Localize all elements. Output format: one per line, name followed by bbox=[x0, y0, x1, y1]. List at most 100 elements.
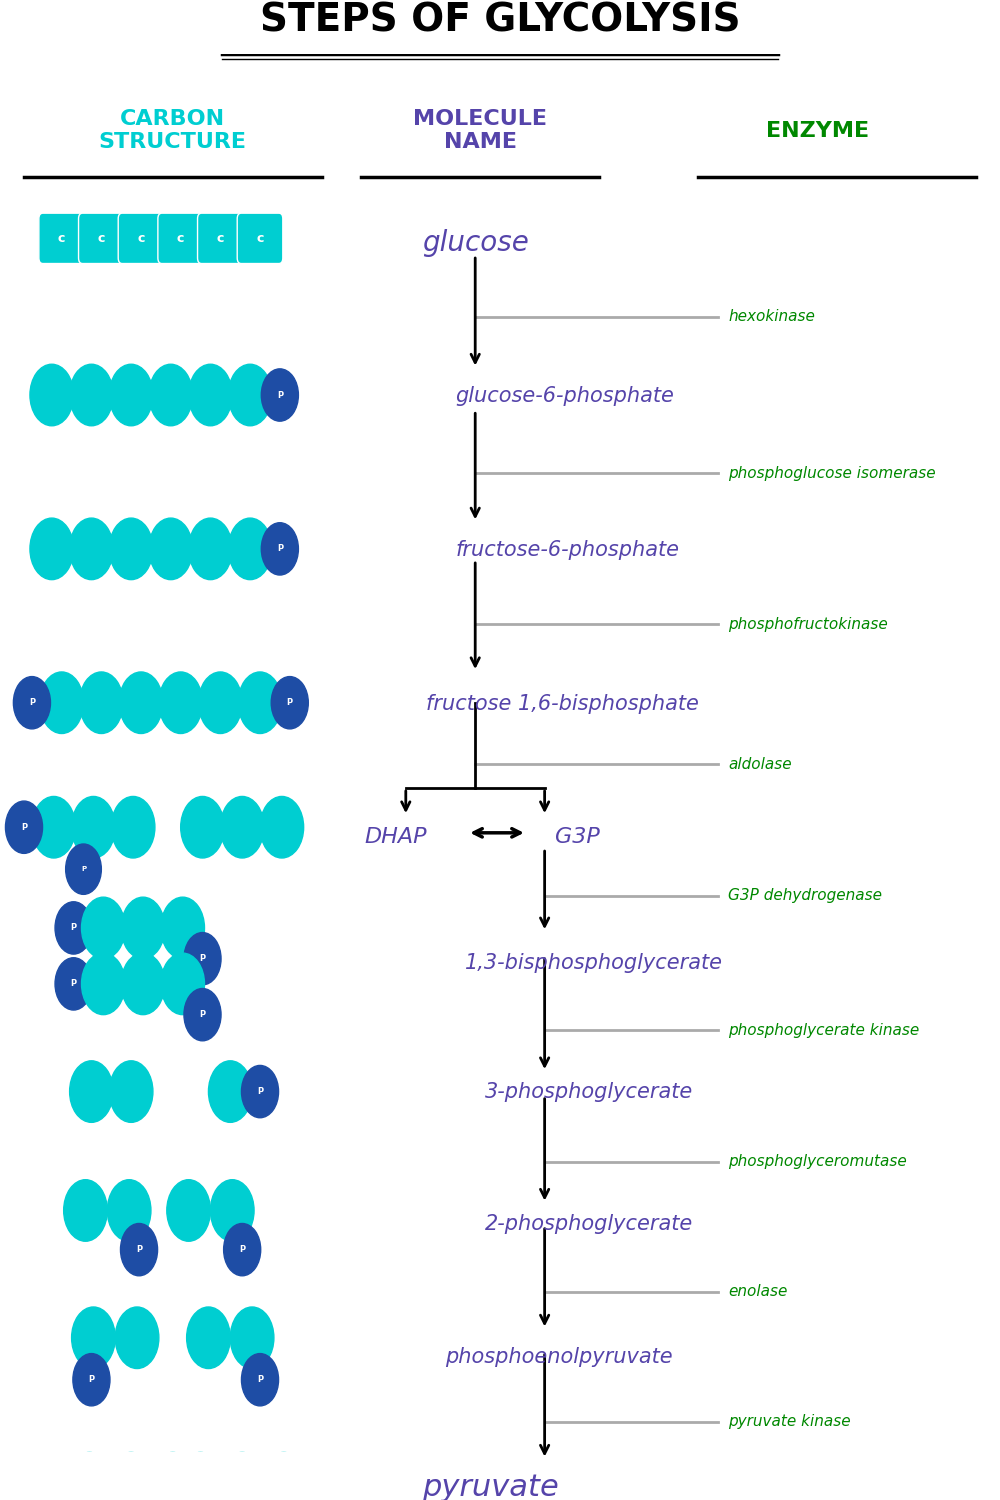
Circle shape bbox=[149, 518, 193, 579]
Text: glucose-6-phosphate: glucose-6-phosphate bbox=[455, 387, 674, 406]
Text: hexokinase: hexokinase bbox=[728, 309, 815, 324]
Circle shape bbox=[179, 1452, 222, 1500]
Text: MOLECULE
NAME: MOLECULE NAME bbox=[413, 110, 547, 152]
Text: P: P bbox=[29, 698, 35, 706]
FancyBboxPatch shape bbox=[79, 213, 124, 264]
Circle shape bbox=[32, 796, 76, 858]
Circle shape bbox=[184, 988, 221, 1041]
Circle shape bbox=[82, 897, 125, 958]
Circle shape bbox=[5, 801, 43, 853]
FancyBboxPatch shape bbox=[39, 213, 84, 264]
Text: P: P bbox=[257, 1088, 263, 1096]
FancyBboxPatch shape bbox=[237, 213, 283, 264]
Circle shape bbox=[159, 672, 202, 734]
Circle shape bbox=[187, 1306, 230, 1368]
Text: fructose 1,6-bisphosphate: fructose 1,6-bisphosphate bbox=[426, 694, 698, 714]
Text: phosphoglycerate kinase: phosphoglycerate kinase bbox=[728, 1023, 919, 1038]
FancyBboxPatch shape bbox=[118, 213, 164, 264]
Circle shape bbox=[30, 518, 74, 579]
Text: c: c bbox=[256, 232, 264, 244]
Text: DHAP: DHAP bbox=[365, 827, 427, 848]
Circle shape bbox=[55, 957, 92, 1010]
Circle shape bbox=[167, 1179, 210, 1240]
Text: P: P bbox=[81, 865, 86, 871]
Circle shape bbox=[73, 1353, 110, 1406]
Text: 3-phosphoglycerate: 3-phosphoglycerate bbox=[485, 1082, 693, 1101]
Circle shape bbox=[66, 844, 101, 894]
Text: pyruvate kinase: pyruvate kinase bbox=[728, 1414, 851, 1430]
Circle shape bbox=[260, 796, 304, 858]
Circle shape bbox=[241, 1353, 279, 1406]
Circle shape bbox=[189, 364, 232, 426]
Circle shape bbox=[262, 1452, 306, 1500]
Circle shape bbox=[161, 952, 204, 1014]
Text: P: P bbox=[199, 954, 206, 963]
Text: CARBON
STRUCTURE: CARBON STRUCTURE bbox=[99, 110, 247, 152]
Text: G3P dehydrogenase: G3P dehydrogenase bbox=[728, 888, 882, 903]
Circle shape bbox=[208, 1060, 252, 1122]
Text: enolase: enolase bbox=[728, 1284, 787, 1299]
Circle shape bbox=[115, 1306, 159, 1368]
Text: P: P bbox=[277, 390, 283, 399]
Circle shape bbox=[261, 522, 298, 574]
Circle shape bbox=[271, 676, 308, 729]
Circle shape bbox=[109, 364, 153, 426]
Circle shape bbox=[30, 364, 74, 426]
FancyBboxPatch shape bbox=[198, 213, 243, 264]
Circle shape bbox=[109, 1060, 153, 1122]
Circle shape bbox=[121, 897, 165, 958]
Text: phosphoenolpyruvate: phosphoenolpyruvate bbox=[445, 1347, 673, 1368]
Text: phosphoglyceromutase: phosphoglyceromutase bbox=[728, 1154, 907, 1168]
Circle shape bbox=[72, 1306, 115, 1368]
Text: P: P bbox=[71, 924, 77, 933]
Text: phosphoglucose isomerase: phosphoglucose isomerase bbox=[728, 466, 936, 482]
Circle shape bbox=[181, 796, 224, 858]
Text: G3P: G3P bbox=[555, 827, 600, 848]
Text: P: P bbox=[136, 1245, 142, 1254]
Circle shape bbox=[261, 369, 298, 422]
Text: c: c bbox=[137, 232, 145, 244]
Text: P: P bbox=[21, 822, 27, 831]
Text: pyruvate: pyruvate bbox=[422, 1473, 558, 1500]
Circle shape bbox=[109, 518, 153, 579]
Circle shape bbox=[224, 1224, 261, 1276]
Text: P: P bbox=[71, 980, 77, 988]
Circle shape bbox=[111, 796, 155, 858]
Text: 1,3-bisphosphoglycerate: 1,3-bisphosphoglycerate bbox=[465, 952, 723, 974]
Text: c: c bbox=[98, 232, 105, 244]
Text: P: P bbox=[239, 1245, 245, 1254]
Circle shape bbox=[228, 364, 272, 426]
Text: phosphofructokinase: phosphofructokinase bbox=[728, 616, 888, 632]
Circle shape bbox=[228, 518, 272, 579]
Circle shape bbox=[238, 672, 282, 734]
Circle shape bbox=[220, 796, 264, 858]
Circle shape bbox=[40, 672, 84, 734]
Circle shape bbox=[149, 364, 193, 426]
Text: P: P bbox=[277, 544, 283, 554]
Circle shape bbox=[220, 1452, 264, 1500]
Text: c: c bbox=[177, 232, 184, 244]
Text: P: P bbox=[257, 1376, 263, 1384]
Circle shape bbox=[13, 676, 50, 729]
Circle shape bbox=[55, 902, 92, 954]
Circle shape bbox=[107, 1179, 151, 1240]
Circle shape bbox=[151, 1452, 195, 1500]
Text: glucose: glucose bbox=[422, 228, 529, 256]
Circle shape bbox=[119, 672, 163, 734]
Text: ENZYME: ENZYME bbox=[766, 120, 869, 141]
Text: aldolase: aldolase bbox=[728, 758, 792, 772]
Circle shape bbox=[230, 1306, 274, 1368]
Circle shape bbox=[109, 1452, 153, 1500]
Circle shape bbox=[241, 1065, 279, 1118]
FancyBboxPatch shape bbox=[158, 213, 203, 264]
Circle shape bbox=[82, 952, 125, 1014]
Circle shape bbox=[64, 1179, 107, 1240]
Circle shape bbox=[70, 364, 113, 426]
Circle shape bbox=[72, 796, 115, 858]
Circle shape bbox=[80, 672, 123, 734]
Text: P: P bbox=[88, 1376, 94, 1384]
Circle shape bbox=[161, 897, 204, 958]
Text: P: P bbox=[199, 1010, 206, 1019]
Text: c: c bbox=[217, 232, 224, 244]
Circle shape bbox=[184, 933, 221, 986]
